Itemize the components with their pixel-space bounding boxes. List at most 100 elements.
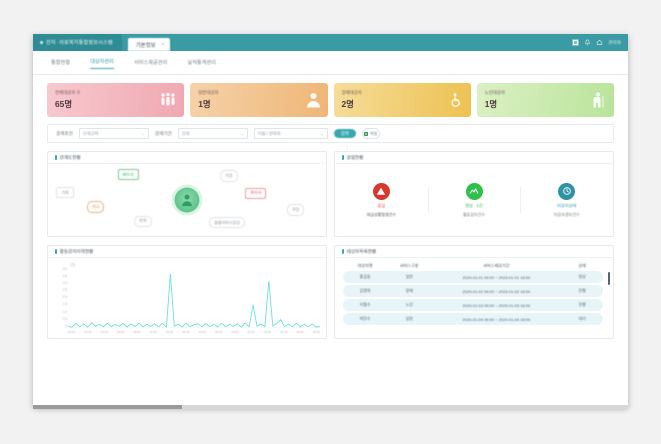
panel-header: 대상자목록현황 <box>335 246 613 258</box>
chart-y-tick: 1.0 <box>62 309 67 314</box>
kpi-card-general[interactable]: 일반대상자 1명 <box>190 83 328 117</box>
chart-y-tick: 0.5 <box>62 316 67 321</box>
chart-y-axis: 4.0 3.5 3.0 2.5 2.0 1.5 1.0 0.5 0 <box>52 267 67 328</box>
subnav-item-0[interactable]: 통합현황 <box>51 59 71 66</box>
table-cell: 장애 <box>405 288 413 293</box>
home-icon[interactable] <box>596 39 603 46</box>
filter-label-1: 검색조건 <box>56 130 73 136</box>
table-cell: 2024-01-04 09:00 ~ 2024-01-04 18:00 <box>462 316 531 322</box>
chart-x-tick: 06:00 <box>116 330 125 334</box>
chart-x-tick: 22:00 <box>247 330 255 334</box>
chart-x-tick: 04:00 <box>296 330 304 334</box>
relation-map-panel: 관계도현황 가족 배우자 자녀 <box>47 151 327 237</box>
kpi-label: 전체대상자 수 <box>55 90 81 95</box>
table-row[interactable]: 이철수 노인 2024-01-03 09:00 ~ 2024-01-03 18:00… <box>343 299 603 311</box>
chart-y-tick: 0 <box>65 323 67 328</box>
user-label[interactable]: 관리자 <box>608 39 621 45</box>
chart-area: 4.0 3.5 3.0 2.5 2.0 1.5 1.0 0.5 0 <box>52 267 320 328</box>
status-row: 응급 위급상황발생건수 정상 · 1건 활동감지건수 <box>335 164 613 236</box>
chart-x-tick: 16:00 <box>198 330 206 334</box>
relation-chip-7[interactable]: 돌봄서비스담당 <box>209 217 245 229</box>
table-cell: 2024-01-02 09:00 ~ 2024-01-02 18:00 <box>462 288 531 294</box>
kpi-value: 1명 <box>198 99 211 109</box>
chart-series-line <box>68 274 320 327</box>
status-cell-undetected[interactable]: 미감지상태 미감지경보건수 <box>520 182 613 218</box>
brand-tab[interactable]: 전자 ·의료복지통합정보시스템 <box>33 34 122 51</box>
chart-y-tick: 4.0 <box>62 267 67 271</box>
relation-chip-4[interactable]: 이웃 <box>220 170 238 182</box>
filter-select-period[interactable]: 전체 ⌄ <box>177 127 248 140</box>
filter-select-condition[interactable]: 전체선택 ⌄ <box>78 127 149 140</box>
panel-accent-bar <box>342 155 344 160</box>
kpi-label: 노인대상자 <box>484 90 505 95</box>
chart-y-tick: 3.0 <box>62 281 67 286</box>
filter-select-value: 전체선택 <box>82 130 99 136</box>
subnav-item-2[interactable]: 서비스제공관리 <box>133 59 168 66</box>
elderly-icon <box>591 92 607 108</box>
kpi-card-disabled[interactable]: 장애대상자 2명 <box>333 83 471 117</box>
relation-chip-6[interactable]: 주민 <box>287 204 305 216</box>
person-icon <box>306 92 321 108</box>
table-scrollbar[interactable] <box>607 272 610 285</box>
subnav-item-1[interactable]: 대상자관리 <box>90 58 114 69</box>
filter-select-value: 전체 <box>181 130 190 136</box>
tab-basic-info[interactable]: 기본정보 × <box>127 38 171 51</box>
kpi-value: 65명 <box>55 99 73 109</box>
content-area: 전체대상자 수 65명 일반대상 <box>33 75 628 339</box>
search-button-label: 검색 <box>340 130 349 136</box>
table-cell: 박민수 <box>359 316 371 321</box>
table-cell: 진행 <box>578 288 586 293</box>
kpi-card-elderly[interactable]: 노인대상자 1명 <box>476 83 614 117</box>
subnav-item-3[interactable]: 실적통계관리 <box>187 59 217 66</box>
apps-icon[interactable] <box>572 39 580 46</box>
panel-title: 활동감지이력현황 <box>59 248 94 254</box>
table-cell: 노인 <box>405 302 413 307</box>
kpi-card-total[interactable]: 전체대상자 수 65명 <box>47 83 185 117</box>
close-icon[interactable]: × <box>161 41 165 48</box>
table-cell: 대기 <box>578 316 586 321</box>
table-row[interactable]: 박민수 일반 2024-01-04 09:00 ~ 2024-01-04 18:00… <box>343 313 603 325</box>
bell-icon[interactable] <box>584 39 591 46</box>
status-cell-activity[interactable]: 정상 · 1건 활동감지건수 <box>427 182 521 218</box>
app-window: 전자 ·의료복지통합정보시스템 기본정보 × <box>33 34 628 407</box>
table-row[interactable]: 홍길동 일반 2024-01-01 09:00 ~ 2024-01-01 18:00… <box>343 271 603 283</box>
table-cell: 이철수 <box>359 302 371 307</box>
table-cell: 2024-01-01 09:00 ~ 2024-01-01 18:00 <box>462 274 531 280</box>
topbar-spacer <box>170 34 572 51</box>
relation-chip-5[interactable]: 복지사 <box>245 187 267 199</box>
clock-icon <box>558 182 576 200</box>
scrollbar-thumb[interactable] <box>33 405 182 409</box>
chevron-down-icon: ⌄ <box>240 131 244 136</box>
table-cell: 정상 <box>578 274 586 279</box>
table-cell: 홍길동 <box>359 274 371 279</box>
relation-chip-0[interactable]: 가족 <box>56 187 74 199</box>
group-icon <box>159 92 177 108</box>
status-value: 응급 <box>377 202 386 208</box>
chart-x-tick: 00:00 <box>263 330 271 334</box>
panel-title: 대상자목록현황 <box>346 248 377 254</box>
relation-chip-1[interactable]: 배우자 <box>117 169 139 181</box>
status-cell-emergency[interactable]: 응급 위급상황발생건수 <box>335 182 428 218</box>
person-avatar-icon[interactable] <box>174 187 200 213</box>
chart-x-axis: 00:00 02:00 04:00 06:00 08:00 10:00 12:00 14:00… <box>68 330 320 337</box>
search-input[interactable]: 이름 / 연락처 ⌄ <box>253 127 328 140</box>
horizontal-scrollbar[interactable] <box>33 405 628 409</box>
panel-title: 알림현황 <box>346 154 364 160</box>
status-sub: 위급상황발생건수 <box>366 211 397 217</box>
brand-tab-label: 전자 ·의료복지통합정보시스템 <box>46 40 113 46</box>
status-sub: 활동감지건수 <box>462 211 486 217</box>
relation-chip-3[interactable]: 친척 <box>134 215 152 228</box>
table-row[interactable]: 김영희 장애 2024-01-02 09:00 ~ 2024-01-02 18:00… <box>343 285 603 297</box>
search-button[interactable]: 검색 <box>333 128 356 139</box>
page-body: 통합현황 대상자관리 서비스제공관리 실적통계관리 전체대상자 수 65명 <box>33 51 628 407</box>
panel-header: 알림현황 <box>335 152 613 164</box>
panel-title: 관계도현황 <box>59 154 81 160</box>
excel-export-button[interactable]: 엑셀 <box>361 127 380 140</box>
excel-button-label: 엑셀 <box>369 130 378 136</box>
kpi-text: 장애대상자 2명 <box>342 90 362 110</box>
panel-row-2: 활동감지이력현황 (건) 4.0 3.5 3.0 2.5 2.0 1.5 1.0 0.5 0 0… <box>47 245 614 339</box>
chart-x-tick: 06:00 <box>312 330 320 334</box>
panel-accent-bar <box>55 155 57 160</box>
relation-chip-2[interactable]: 자녀 <box>86 201 105 213</box>
chart-x-tick: 10:00 <box>149 330 157 334</box>
